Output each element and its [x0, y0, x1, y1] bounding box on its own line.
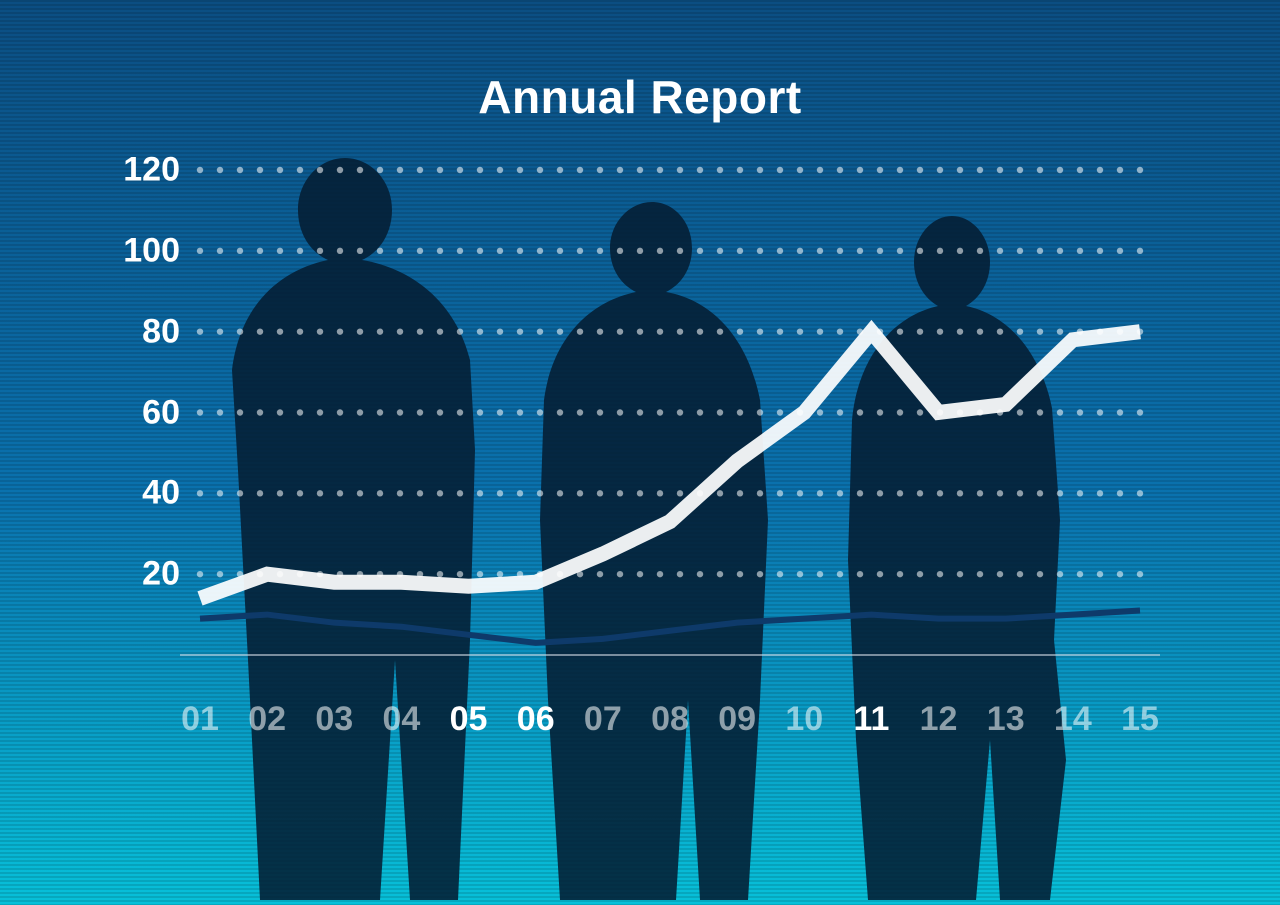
xtick-10: 10 — [785, 700, 823, 739]
xtick-08: 08 — [651, 700, 689, 739]
xtick-04: 04 — [383, 700, 421, 739]
ytick-80: 80 — [100, 312, 180, 351]
xtick-12: 12 — [920, 700, 958, 739]
xtick-15: 15 — [1121, 700, 1159, 739]
ytick-100: 100 — [100, 231, 180, 270]
ytick-20: 20 — [100, 555, 180, 594]
xtick-11: 11 — [853, 700, 889, 739]
xtick-06: 06 — [517, 700, 555, 739]
chart-layer — [0, 0, 1280, 905]
series-primary — [200, 332, 1140, 599]
chart-title: Annual Report — [0, 70, 1280, 124]
ytick-60: 60 — [100, 393, 180, 432]
xtick-13: 13 — [987, 700, 1025, 739]
xtick-09: 09 — [718, 700, 756, 739]
xtick-14: 14 — [1054, 700, 1092, 739]
series-secondary — [200, 611, 1140, 643]
ytick-40: 40 — [100, 474, 180, 513]
ytick-120: 120 — [100, 151, 180, 190]
xtick-07: 07 — [584, 700, 622, 739]
annual-report-chart: Annual Report 20 40 60 80 100 120 01 02 03 04 05 0… — [0, 0, 1280, 905]
xtick-03: 03 — [315, 700, 353, 739]
xtick-02: 02 — [248, 700, 286, 739]
xtick-05: 05 — [450, 700, 488, 739]
xtick-01: 01 — [181, 700, 219, 739]
